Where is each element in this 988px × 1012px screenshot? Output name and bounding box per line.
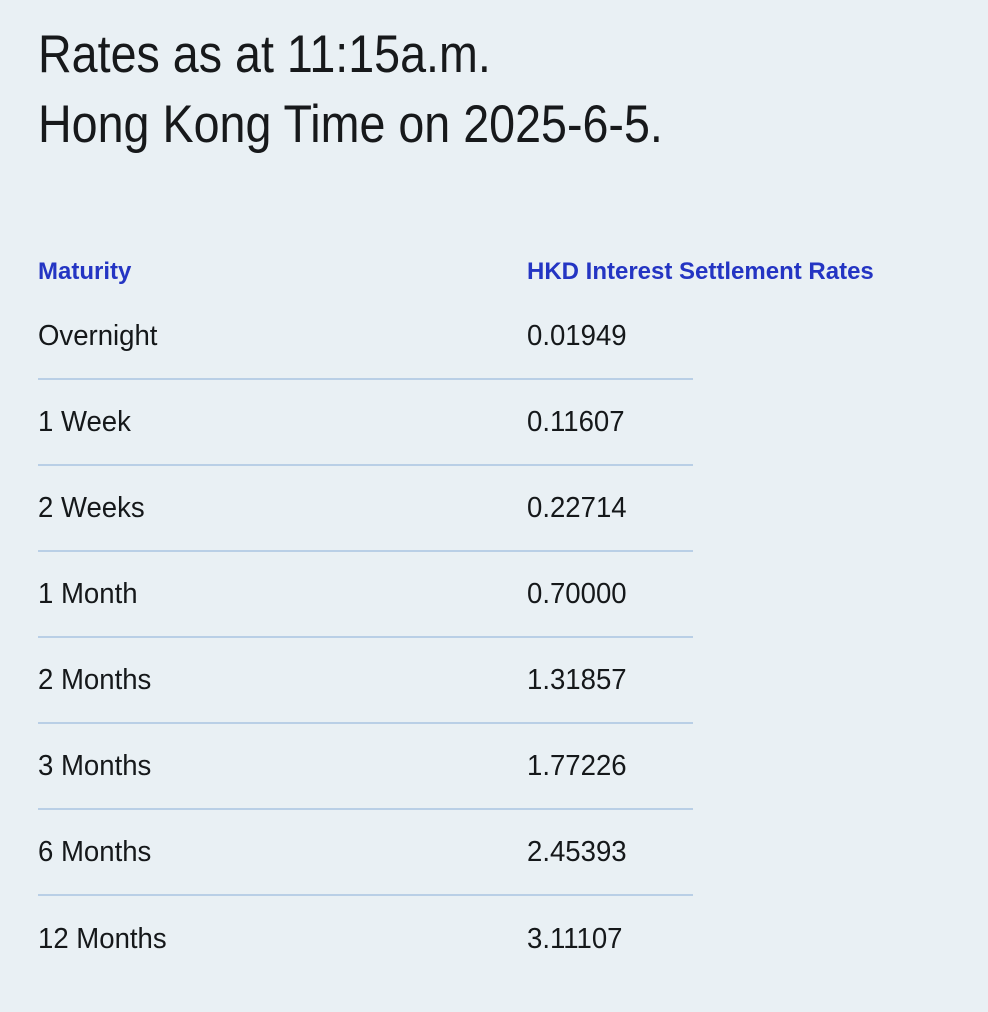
column-header-maturity: Maturity bbox=[38, 258, 132, 285]
table-header-row: Maturity HKD Interest Settlement Rates bbox=[38, 256, 950, 288]
table-row: 1 Month 0.70000 bbox=[38, 552, 693, 638]
rate-cell: 2.45393 bbox=[527, 835, 627, 868]
rate-cell: 0.22714 bbox=[527, 491, 627, 524]
maturity-cell: 2 Weeks bbox=[38, 491, 145, 524]
table-row: 3 Months 1.77226 bbox=[38, 724, 693, 810]
rates-page: Rates as at 11:15a.m. Hong Kong Time on … bbox=[38, 20, 950, 982]
table-row: Overnight 0.01949 bbox=[38, 294, 693, 380]
maturity-cell: Overnight bbox=[38, 319, 158, 352]
maturity-cell: 2 Months bbox=[38, 663, 152, 696]
column-header-rate: HKD Interest Settlement Rates bbox=[527, 258, 874, 285]
table-row: 12 Months 3.11107 bbox=[38, 896, 693, 982]
maturity-cell: 12 Months bbox=[38, 922, 167, 955]
rate-cell: 1.31857 bbox=[527, 663, 627, 696]
table-body: Overnight 0.01949 1 Week 0.11607 2 Weeks… bbox=[38, 294, 693, 982]
table-row: 1 Week 0.11607 bbox=[38, 380, 693, 466]
table-row: 2 Months 1.31857 bbox=[38, 638, 693, 724]
rate-cell: 0.01949 bbox=[527, 319, 627, 352]
page-title-line-1: Rates as at 11:15a.m. bbox=[38, 25, 491, 84]
page-title: Rates as at 11:15a.m. Hong Kong Time on … bbox=[38, 20, 950, 160]
rate-cell: 3.11107 bbox=[527, 922, 623, 955]
table-row: 6 Months 2.45393 bbox=[38, 810, 693, 896]
maturity-cell: 1 Month bbox=[38, 577, 138, 610]
maturity-cell: 1 Week bbox=[38, 405, 131, 438]
table-row: 2 Weeks 0.22714 bbox=[38, 466, 693, 552]
rates-table: Maturity HKD Interest Settlement Rates O… bbox=[38, 256, 950, 982]
maturity-cell: 6 Months bbox=[38, 835, 152, 868]
rate-cell: 1.77226 bbox=[527, 749, 627, 782]
rate-cell: 0.11607 bbox=[527, 405, 625, 438]
page-title-line-2: Hong Kong Time on 2025-6-5. bbox=[38, 95, 663, 154]
rate-cell: 0.70000 bbox=[527, 577, 627, 610]
maturity-cell: 3 Months bbox=[38, 749, 152, 782]
